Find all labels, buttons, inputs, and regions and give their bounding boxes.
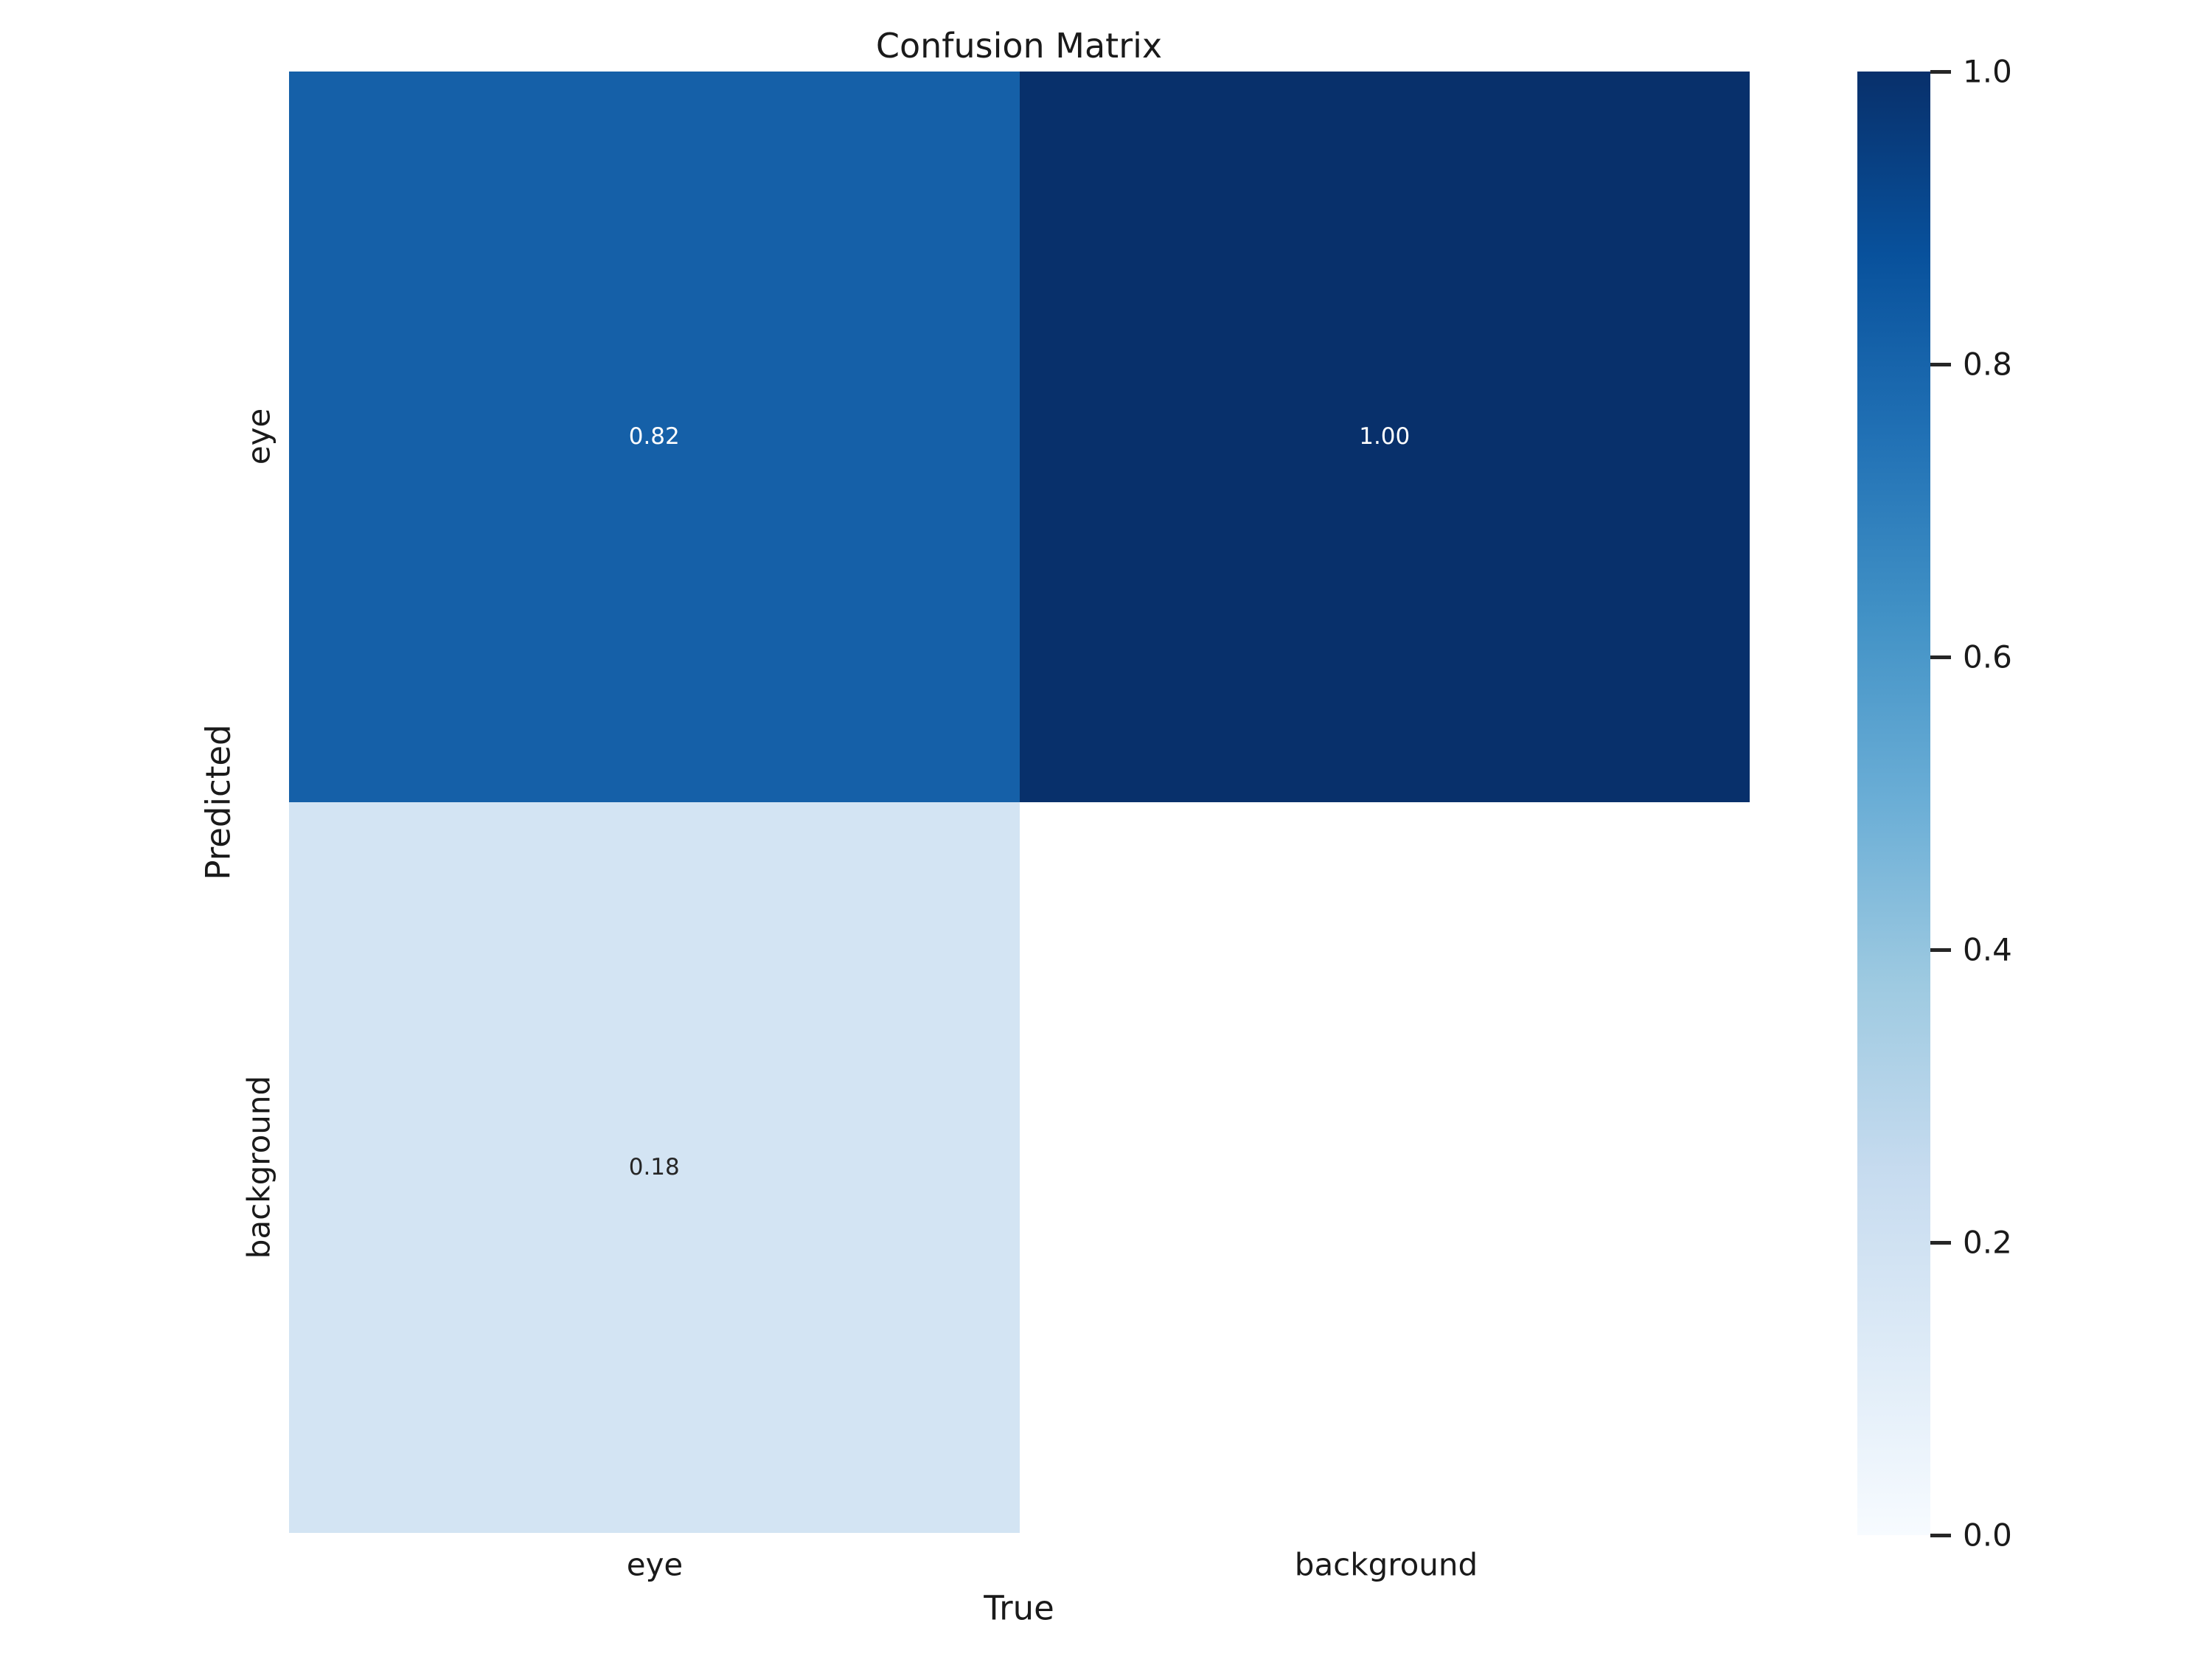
colorbar: 1.0 0.8 0.6 0.4 0.2 0.0 [1857, 54, 2012, 1554]
colorbar-tick-label: 0.0 [1963, 1517, 2012, 1554]
y-tick-label-eye: eye [240, 408, 277, 465]
heatmap-cell-eye-background: 1.00 [1019, 72, 1750, 802]
heatmap-cell-background-background [1019, 802, 1750, 1533]
colorbar-tick-mark [1930, 655, 1951, 659]
colorbar-tick-label: 1.0 [1963, 53, 2012, 90]
x-tick-label-eye: eye [626, 1546, 684, 1583]
heatmap-cell-background-eye: 0.18 [289, 802, 1020, 1533]
colorbar-gradient [1857, 72, 1930, 1535]
x-axis-label: True [984, 1588, 1054, 1628]
colorbar-tick-label: 0.4 [1963, 931, 2012, 968]
chart-title: Confusion Matrix [875, 26, 1163, 66]
colorbar-tick-mark [1930, 1533, 1951, 1537]
x-tick-label-background: background [1294, 1546, 1478, 1583]
cell-annotation: 0.82 [628, 423, 680, 450]
cell-annotation: 0.18 [628, 1154, 680, 1180]
colorbar-tick-mark [1930, 69, 1951, 74]
y-axis-label: Predicted [198, 724, 238, 880]
colorbar-tick-mark [1930, 947, 1951, 952]
colorbar-tick-label: 0.6 [1963, 639, 2012, 675]
heatmap-cell-eye-eye: 0.82 [289, 72, 1020, 802]
colorbar-tick-mark [1930, 362, 1951, 366]
y-tick-label-background: background [240, 1075, 277, 1259]
cell-annotation: 1.00 [1359, 423, 1411, 450]
heatmap-grid: 0.82 1.00 0.18 [289, 72, 1750, 1533]
colorbar-tick-label: 0.2 [1963, 1224, 2012, 1261]
colorbar-tick-label: 0.8 [1963, 346, 2012, 383]
colorbar-tick-mark [1930, 1240, 1951, 1245]
